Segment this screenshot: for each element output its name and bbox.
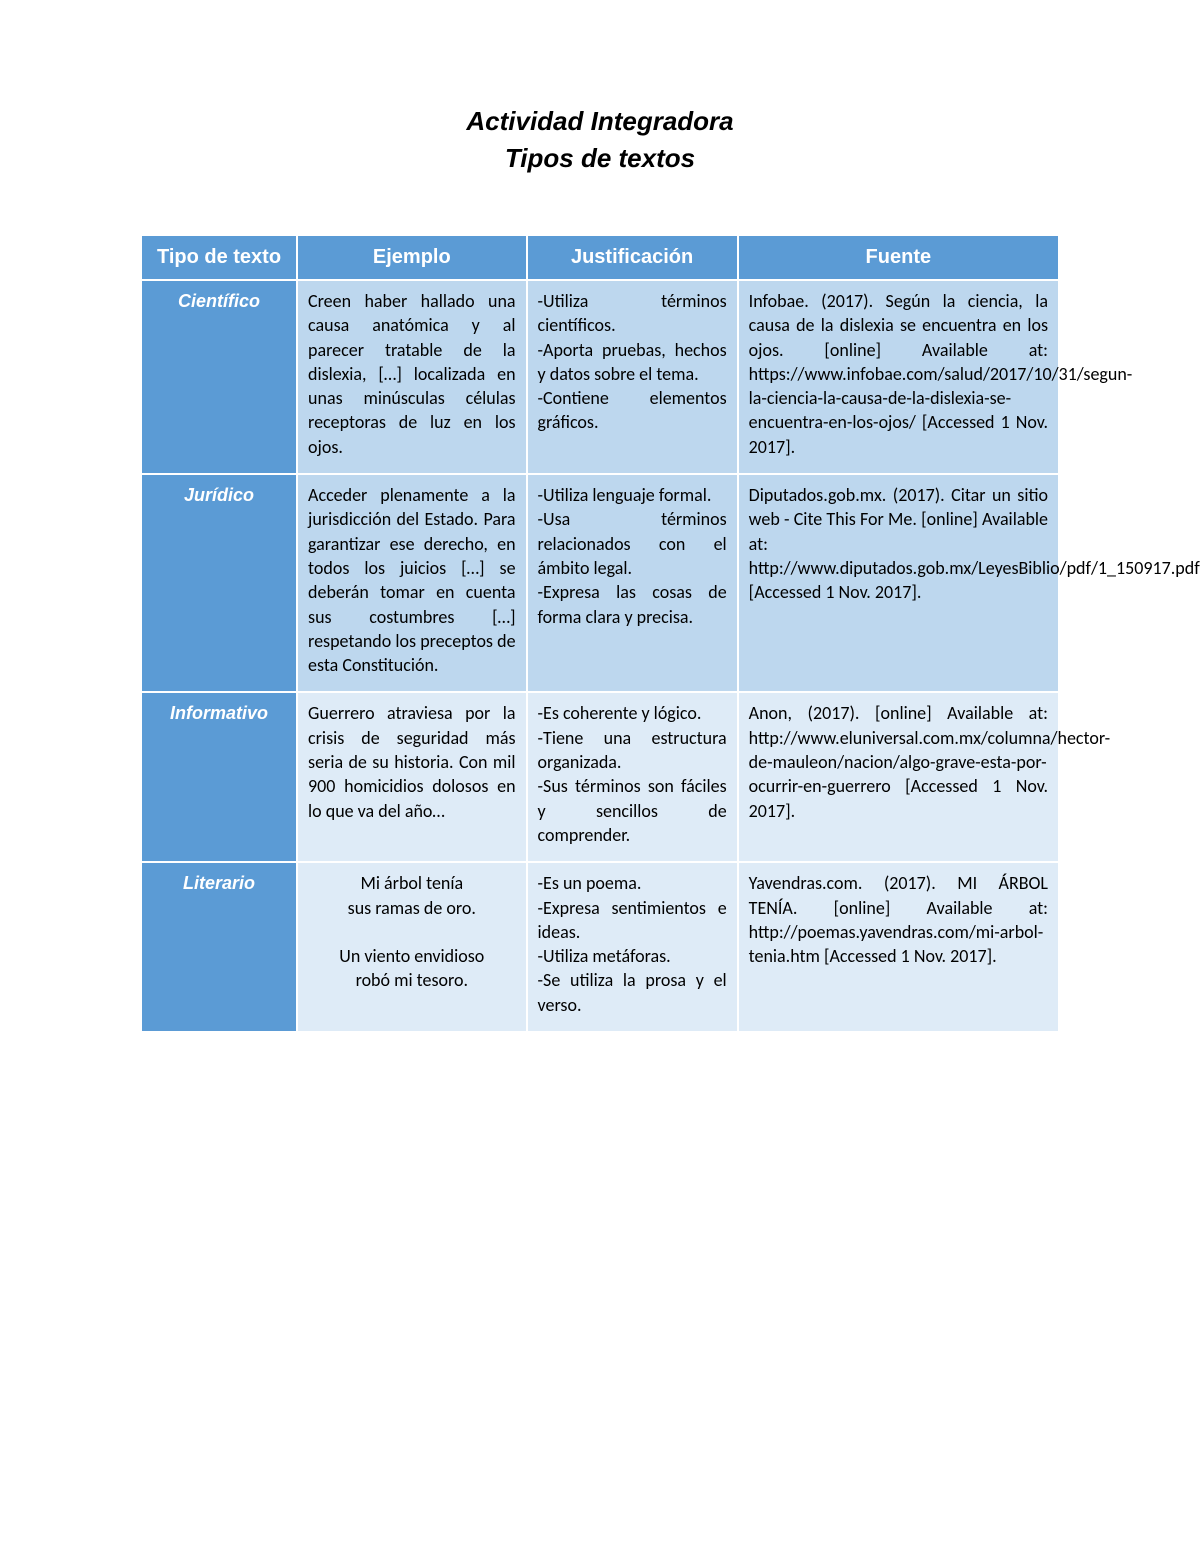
row-type-label: Literario — [141, 862, 297, 1032]
row-ejemplo: Acceder plenamente a la jurisdicción del… — [297, 474, 527, 692]
row-type-label: Informativo — [141, 692, 297, 862]
row-ejemplo: Guerrero atraviesa por la crisis de segu… — [297, 692, 527, 862]
title-line-2: Tipos de textos — [140, 143, 1060, 174]
table-row: JurídicoAcceder plenamente a la jurisdic… — [141, 474, 1059, 692]
row-type-label: Jurídico — [141, 474, 297, 692]
row-justificacion: -Utiliza términos científicos.-Aporta pr… — [527, 280, 738, 474]
row-fuente: Anon, (2017). [online] Available at: htt… — [738, 692, 1059, 862]
document-page: Actividad Integradora Tipos de textos Ti… — [0, 0, 1200, 1553]
row-ejemplo: Mi árbol teníasus ramas de oro.Un viento… — [297, 862, 527, 1032]
row-type-label: Científico — [141, 280, 297, 474]
col-header-tipo: Tipo de texto — [141, 235, 297, 280]
table-row: CientíficoCreen haber hallado una causa … — [141, 280, 1059, 474]
table-row: LiterarioMi árbol teníasus ramas de oro.… — [141, 862, 1059, 1032]
col-header-ejemplo: Ejemplo — [297, 235, 527, 280]
row-ejemplo: Creen haber hallado una causa anatómica … — [297, 280, 527, 474]
col-header-fuente: Fuente — [738, 235, 1059, 280]
row-fuente: Yavendras.com. (2017). MI ÁRBOL TENÍA. [… — [738, 862, 1059, 1032]
table-body: CientíficoCreen haber hallado una causa … — [141, 280, 1059, 1032]
col-header-justificacion: Justificación — [527, 235, 738, 280]
table-row: InformativoGuerrero atraviesa por la cri… — [141, 692, 1059, 862]
row-fuente: Infobae. (2017). Según la ciencia, la ca… — [738, 280, 1059, 474]
row-justificacion: -Es coherente y lógico.-Tiene una estruc… — [527, 692, 738, 862]
table-header-row: Tipo de texto Ejemplo Justificación Fuen… — [141, 235, 1059, 280]
row-justificacion: -Utiliza lenguaje formal.-Usa términos r… — [527, 474, 738, 692]
title-line-1: Actividad Integradora — [140, 106, 1060, 137]
row-justificacion: -Es un poema.-Expresa sentimientos e ide… — [527, 862, 738, 1032]
row-fuente: Diputados.gob.mx. (2017). Citar un sitio… — [738, 474, 1059, 692]
text-types-table: Tipo de texto Ejemplo Justificación Fuen… — [140, 234, 1060, 1033]
title-block: Actividad Integradora Tipos de textos — [140, 106, 1060, 174]
